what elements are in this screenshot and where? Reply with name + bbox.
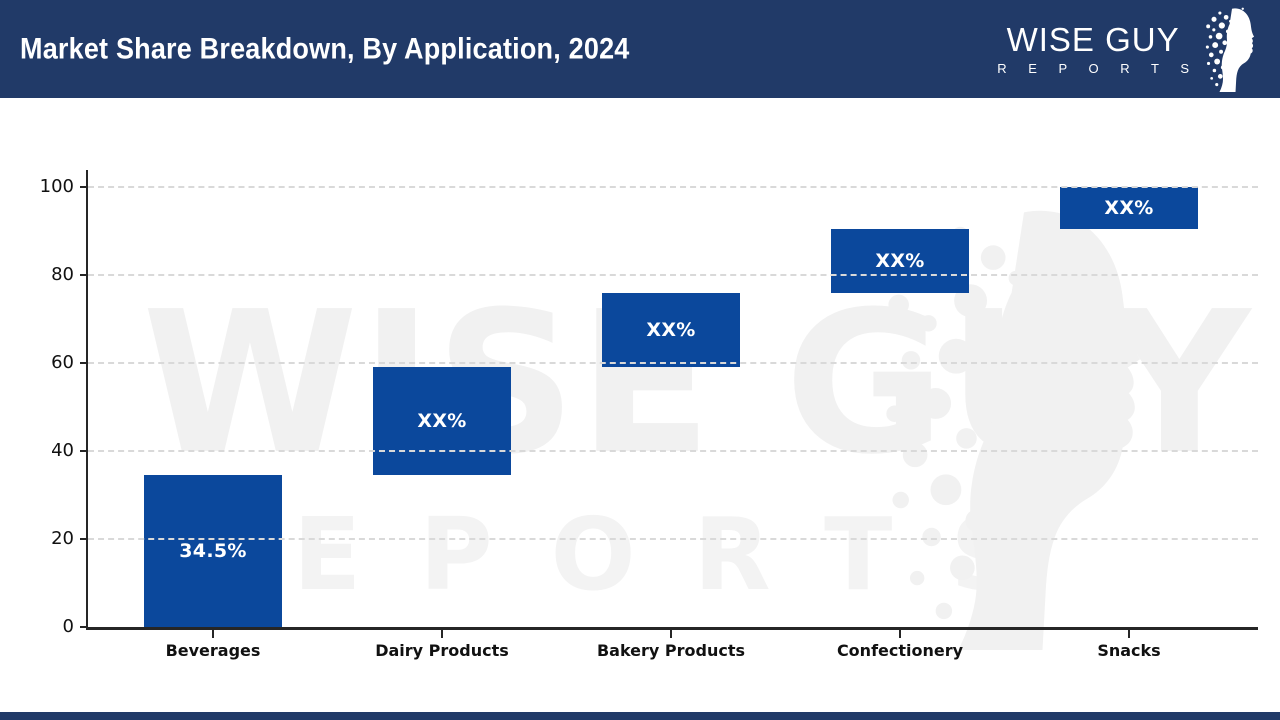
y-axis-line <box>86 170 88 630</box>
x-tick-mark <box>670 630 672 638</box>
gridline-80 <box>88 274 1258 276</box>
gridline-40 <box>88 450 1258 452</box>
x-tick-mark <box>899 630 901 638</box>
y-tick-label: 40 <box>51 440 74 461</box>
bar-beverages: 34.5% <box>144 475 282 627</box>
bar-value-label: XX% <box>875 249 925 272</box>
x-axis-category-label: Confectionery <box>836 641 964 660</box>
x-tick-mark <box>1128 630 1130 638</box>
gridline-100 <box>88 186 1258 188</box>
y-tick-label: 60 <box>51 352 74 373</box>
x-axis-category-label: Beverages <box>165 641 261 660</box>
x-tick-mark <box>212 630 214 638</box>
y-tick-label: 0 <box>62 616 74 637</box>
y-tick-mark <box>80 186 88 188</box>
head-profile-dots-icon <box>1200 6 1264 92</box>
bar-value-label: XX% <box>646 318 696 341</box>
x-tick-mark <box>441 630 443 638</box>
y-tick-label: 100 <box>39 176 74 197</box>
footer-bar <box>0 712 1280 720</box>
brand-logo: WISE GUY R E P O R T S <box>988 6 1264 92</box>
bar-bakery-products: XX% <box>602 292 740 368</box>
bar-value-label: 34.5% <box>179 540 247 563</box>
gridline-20 <box>88 538 1258 540</box>
x-axis-category-label: Bakery Products <box>596 641 746 660</box>
x-axis-category-label: Snacks <box>1097 641 1161 660</box>
brand-logo-text: WISE GUY R E P O R T S <box>988 23 1198 76</box>
brand-name: WISE GUY <box>1006 20 1180 58</box>
header-bar: Market Share Breakdown, By Application, … <box>0 0 1280 98</box>
brand-subtitle: R E P O R T S <box>997 60 1198 76</box>
y-tick-mark <box>80 362 88 364</box>
x-axis-category-label: Dairy Products <box>375 641 509 660</box>
y-tick-label: 80 <box>51 264 74 285</box>
bar-confectionery: XX% <box>831 228 969 293</box>
bar-dairy-products: XX% <box>373 367 511 476</box>
y-tick-mark <box>80 450 88 452</box>
page-title: Market Share Breakdown, By Application, … <box>20 32 630 65</box>
bar-snacks: XX% <box>1060 187 1198 229</box>
bar-value-label: XX% <box>417 410 467 433</box>
bar-value-label: XX% <box>1104 196 1154 219</box>
x-axis-line <box>86 627 1258 630</box>
y-tick-mark <box>80 274 88 276</box>
y-tick-mark <box>80 538 88 540</box>
y-tick-mark <box>80 626 88 628</box>
gridline-60 <box>88 362 1258 364</box>
y-tick-label: 20 <box>51 528 74 549</box>
